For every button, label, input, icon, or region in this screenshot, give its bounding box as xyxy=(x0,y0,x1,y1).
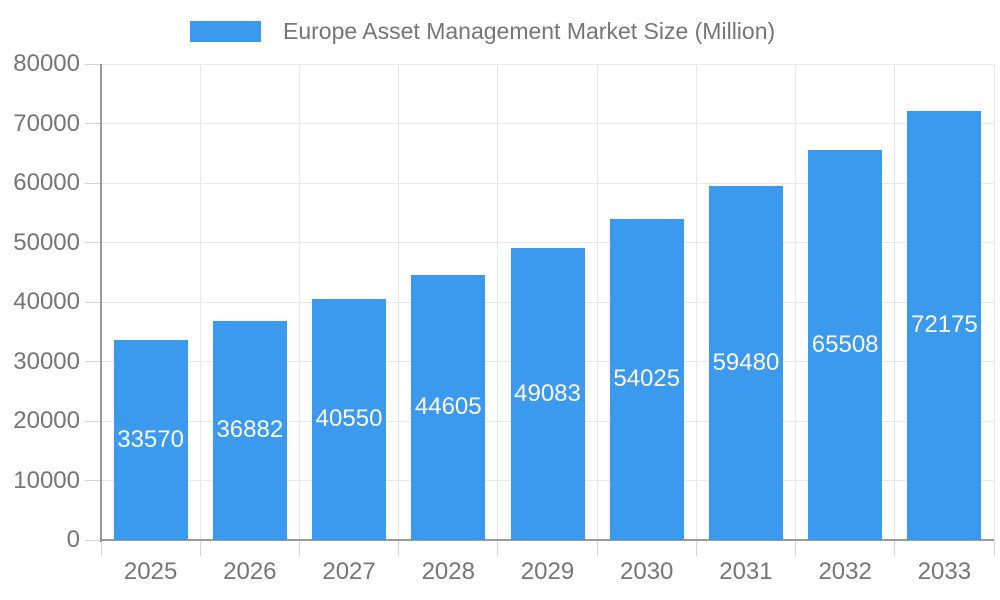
gridline-horizontal xyxy=(101,242,994,243)
bar-value-label: 54025 xyxy=(613,365,681,393)
y-axis-tick xyxy=(85,361,101,362)
gridline-horizontal xyxy=(101,63,994,65)
y-axis-tick-label: 30000 xyxy=(13,347,80,375)
y-axis-tick xyxy=(85,242,101,243)
gridline-vertical xyxy=(298,64,300,540)
legend-swatch xyxy=(190,20,261,42)
x-axis-tick xyxy=(894,540,896,556)
bar-2025[interactable]: 33570 xyxy=(113,340,188,540)
bar-value-label: 59480 xyxy=(712,349,780,377)
bar-value-label: 36882 xyxy=(216,416,284,444)
y-axis-tick-label: 40000 xyxy=(13,288,80,315)
y-axis-tick-label: 70000 xyxy=(13,109,80,137)
y-axis-tick xyxy=(85,182,101,184)
y-axis-tick xyxy=(85,301,101,303)
x-axis-tick xyxy=(497,540,499,556)
x-axis-tick-label: 2028 xyxy=(421,558,475,585)
bar-value-label: 33570 xyxy=(117,426,184,454)
gridline-vertical xyxy=(795,64,797,540)
x-axis-tick-label: 2027 xyxy=(322,558,376,585)
y-axis-tick-label: 10000 xyxy=(13,466,80,494)
x-axis-tick xyxy=(398,540,400,556)
gridline-vertical xyxy=(497,64,499,540)
y-axis-tick-label: 50000 xyxy=(13,228,80,256)
bar-2030[interactable]: 54025 xyxy=(609,218,684,540)
x-axis-tick xyxy=(596,540,598,556)
x-axis-tick xyxy=(795,540,797,556)
y-axis-tick-label: 80000 xyxy=(13,50,80,77)
y-axis-tick xyxy=(85,539,101,541)
x-axis-line xyxy=(101,539,994,541)
bar-value-label: 49083 xyxy=(514,379,581,407)
x-axis-tick-label: 2025 xyxy=(123,558,178,585)
y-axis-tick-label: 0 xyxy=(66,526,80,553)
y-axis-tick xyxy=(85,123,101,124)
x-axis-tick xyxy=(100,540,102,556)
x-axis-tick xyxy=(199,540,201,556)
y-axis-tick xyxy=(85,420,101,422)
bar-2029[interactable]: 49083 xyxy=(510,247,585,540)
bar-2033[interactable]: 72175 xyxy=(907,110,982,540)
bar-2028[interactable]: 44605 xyxy=(411,274,486,540)
x-axis-tick xyxy=(298,540,300,556)
gridline-vertical xyxy=(695,64,697,540)
x-axis-tick-label: 2030 xyxy=(620,558,674,585)
x-axis-tick xyxy=(993,540,995,556)
gridline-vertical xyxy=(596,64,598,540)
bar-value-label: 65508 xyxy=(811,331,879,359)
legend[interactable]: Europe Asset Management Market Size (Mil… xyxy=(190,10,775,52)
x-axis-tick-label: 2029 xyxy=(520,558,575,585)
y-axis-tick-label: 60000 xyxy=(13,169,80,196)
x-axis-tick-label: 2032 xyxy=(818,558,872,585)
gridline-vertical xyxy=(894,64,896,540)
gridline-vertical xyxy=(993,64,995,540)
x-axis-tick-label: 2026 xyxy=(223,558,277,585)
bar-2027[interactable]: 40550 xyxy=(312,298,387,540)
bar-2031[interactable]: 59480 xyxy=(708,186,783,540)
x-axis-tick-label: 2033 xyxy=(917,558,972,585)
x-axis-tick-label: 2031 xyxy=(719,558,773,585)
x-axis-tick xyxy=(695,540,697,556)
bar-value-label: 40550 xyxy=(315,405,383,433)
bar-2032[interactable]: 65508 xyxy=(808,150,883,540)
legend-label: Europe Asset Management Market Size (Mil… xyxy=(283,17,776,44)
gridline-vertical xyxy=(199,64,201,540)
y-axis-line xyxy=(100,64,102,542)
y-axis-tick xyxy=(85,480,101,481)
gridline-vertical xyxy=(398,64,400,540)
gridline-horizontal xyxy=(101,123,994,124)
gridline-horizontal xyxy=(101,182,994,184)
bar-value-label: 72175 xyxy=(911,311,978,339)
bar-value-label: 44605 xyxy=(414,393,482,421)
y-axis-tick-label: 20000 xyxy=(13,407,80,434)
y-axis-tick xyxy=(85,63,101,65)
bar-2026[interactable]: 36882 xyxy=(212,320,287,540)
